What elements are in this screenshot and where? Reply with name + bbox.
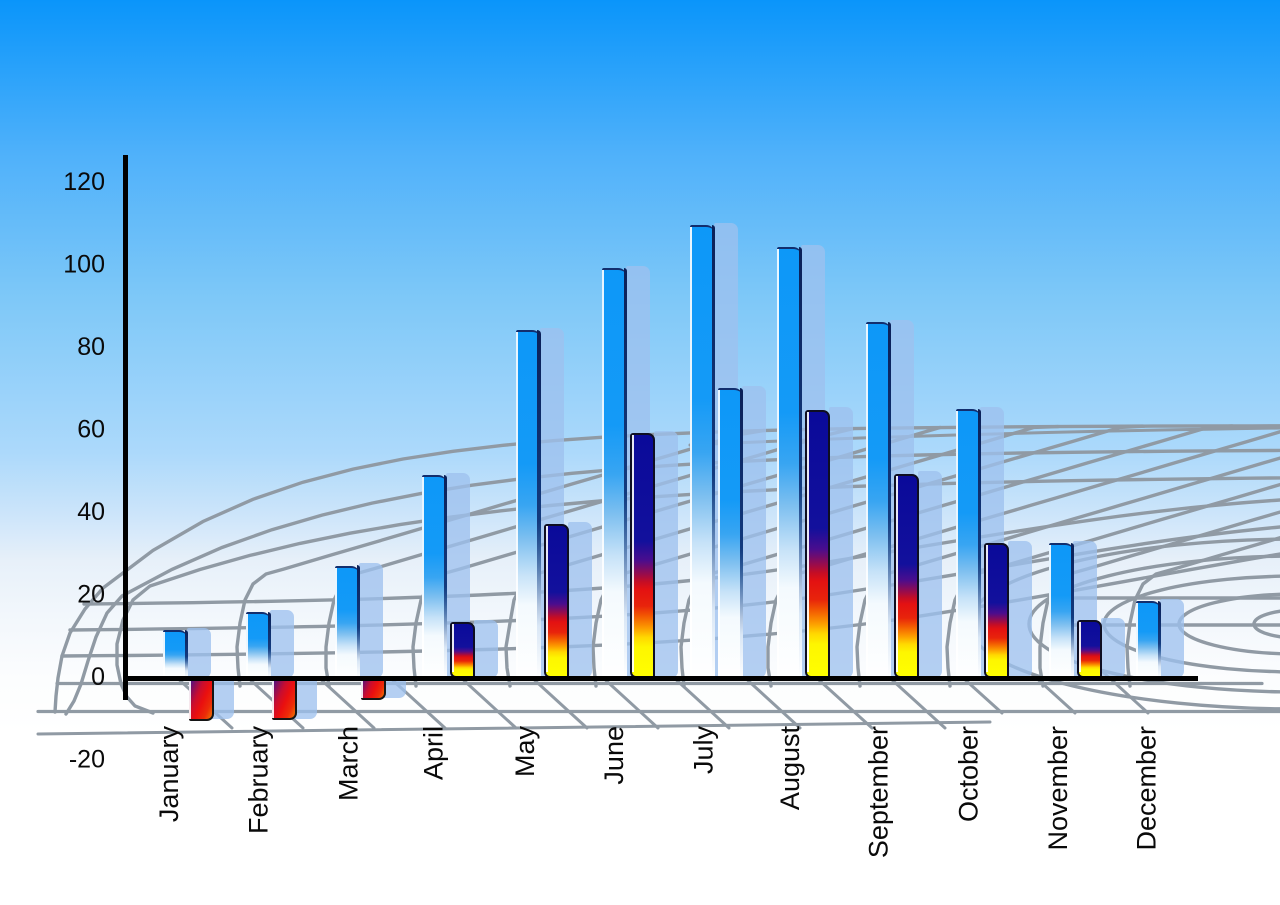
svg-text:-20: -20 <box>69 746 105 774</box>
svg-text:100: 100 <box>63 251 105 279</box>
svg-text:80: 80 <box>77 333 105 361</box>
svg-text:December: December <box>1131 726 1161 851</box>
svg-text:40: 40 <box>77 498 105 526</box>
svg-text:June: June <box>599 726 629 785</box>
svg-text:September: September <box>864 726 894 858</box>
svg-text:0: 0 <box>91 663 105 691</box>
svg-text:120: 120 <box>63 168 105 196</box>
svg-text:October: October <box>954 726 984 822</box>
svg-text:March: March <box>334 726 364 801</box>
svg-text:April: April <box>418 726 448 780</box>
svg-text:January: January <box>154 726 184 823</box>
svg-text:60: 60 <box>77 416 105 444</box>
svg-text:August: August <box>775 726 805 811</box>
svg-text:July: July <box>689 726 719 775</box>
svg-text:November: November <box>1043 726 1073 851</box>
svg-text:February: February <box>243 726 273 835</box>
svg-text:20: 20 <box>77 581 105 609</box>
svg-text:May: May <box>510 726 540 778</box>
